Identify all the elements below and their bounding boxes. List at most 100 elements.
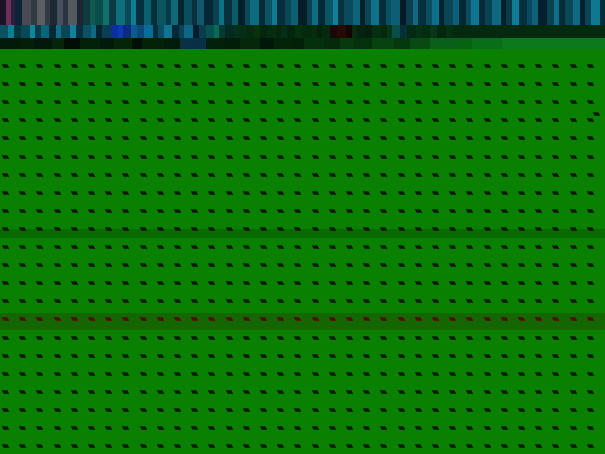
pattern-mark (87, 206, 96, 216)
pattern-mark (87, 187, 96, 198)
pattern-mark (104, 97, 113, 107)
pattern-mark (569, 332, 578, 343)
pattern-mark (362, 79, 371, 89)
glitch-top-block (580, 0, 585, 25)
pattern-mark (311, 368, 320, 379)
pattern-mark (362, 405, 371, 415)
glitch-top-block (591, 0, 600, 25)
pattern-mark (465, 368, 474, 379)
pattern-mark (483, 187, 492, 198)
pattern-mark (311, 151, 320, 162)
pattern-mark (173, 260, 182, 270)
glitch-lower-block (8, 25, 14, 38)
pattern-mark (431, 79, 440, 89)
pattern-mark (586, 423, 595, 433)
pattern-mark (104, 151, 113, 162)
glitch-lower-block (164, 25, 172, 38)
pattern-mark (259, 187, 268, 198)
glitch-top-block (116, 0, 125, 25)
pattern-mark (328, 133, 337, 144)
pattern-mark (397, 405, 406, 415)
pattern-mark (225, 278, 234, 288)
pattern-mark (35, 405, 44, 415)
pattern-mark (242, 278, 251, 288)
glitch-top-block (426, 0, 432, 25)
pattern-mark (242, 405, 251, 415)
pattern-mark (121, 423, 130, 433)
pattern-mark (225, 79, 234, 89)
pattern-mark (1, 332, 10, 343)
pattern-mark (328, 242, 337, 252)
pattern-mark (362, 332, 371, 343)
pattern-mark (53, 332, 62, 343)
pattern-mark (551, 278, 560, 288)
glitch-top-block (307, 0, 312, 25)
glitch-top-block (532, 0, 538, 25)
pattern-mark (414, 405, 423, 415)
glitch-lower-block (352, 25, 357, 38)
pattern-mark (586, 405, 595, 415)
pattern-mark (517, 387, 526, 397)
pattern-mark (414, 387, 423, 397)
glitch-strip-top (0, 0, 605, 25)
pattern-mark (569, 296, 578, 307)
glitch-lower-block (56, 25, 61, 38)
glitch-lower-block (214, 25, 219, 38)
glitch-lower-block (365, 25, 372, 38)
pattern-mark (87, 423, 96, 433)
pattern-mark (53, 115, 62, 126)
glitch-top-block (554, 0, 559, 25)
pattern-mark (517, 441, 526, 451)
pattern-mark (139, 423, 148, 433)
pattern-mark (53, 187, 62, 198)
pattern-mark (483, 405, 492, 415)
pattern-mark (190, 296, 199, 307)
glitch-lower-block (254, 25, 260, 38)
pattern-mark (311, 423, 320, 433)
glitch-top-block (277, 0, 285, 25)
pattern-mark (569, 387, 578, 397)
pattern-mark (35, 61, 44, 71)
pattern-mark (586, 151, 595, 162)
pattern-mark (448, 296, 457, 307)
pattern-mark (173, 151, 182, 162)
pattern-mark (500, 61, 509, 71)
dark-band-block (340, 38, 354, 49)
pattern-mark (414, 61, 423, 71)
pattern-mark (448, 368, 457, 379)
glitch-top-block (547, 0, 554, 25)
pattern-mark (586, 350, 595, 361)
pattern-mark (139, 97, 148, 107)
pattern-mark (448, 405, 457, 415)
pattern-mark (173, 242, 182, 252)
pattern-mark (500, 115, 509, 126)
pattern-mark (259, 423, 268, 433)
glitch-top-block (184, 0, 192, 25)
pattern-mark (173, 133, 182, 144)
pattern-mark (483, 79, 492, 89)
pattern-mark (414, 350, 423, 361)
pattern-mark (259, 61, 268, 71)
glitch-lower-block (219, 25, 225, 38)
glitch-lower-block (437, 25, 446, 38)
glitch-top-block (22, 0, 31, 25)
pattern-mark (173, 441, 182, 451)
glitch-top-block (325, 0, 333, 25)
pattern-mark (345, 278, 354, 288)
pattern-mark (517, 97, 526, 107)
glitch-top-block (365, 0, 371, 25)
pattern-mark (259, 206, 268, 216)
pattern-mark (35, 133, 44, 144)
pattern-mark (379, 387, 388, 397)
glitch-top-block (213, 0, 219, 25)
pattern-mark (293, 423, 302, 433)
glitch-top-block (15, 0, 22, 25)
pattern-mark (207, 79, 216, 89)
pattern-mark (276, 97, 285, 107)
pattern-mark (18, 169, 27, 180)
pattern-mark (500, 368, 509, 379)
pattern-mark (259, 115, 268, 126)
pattern-mark (414, 79, 423, 89)
pattern-mark (586, 115, 595, 126)
pattern-mark (139, 387, 148, 397)
